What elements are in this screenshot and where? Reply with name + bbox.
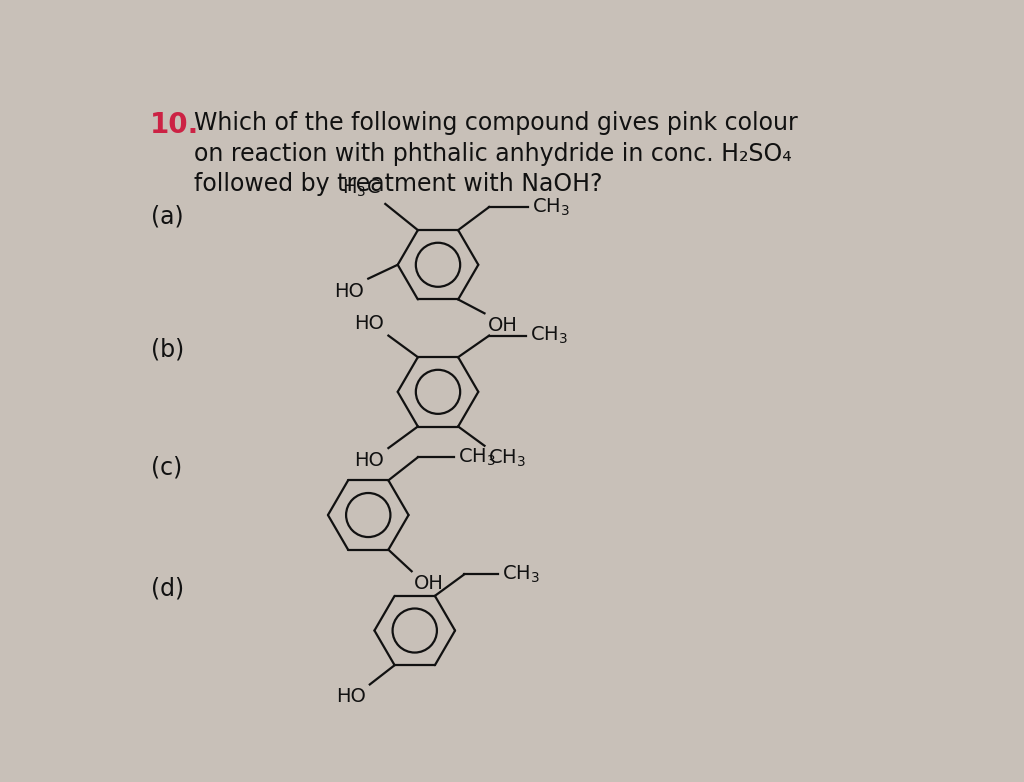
Text: CH$_3$: CH$_3$	[487, 448, 525, 469]
Text: followed by treatment with NaOH?: followed by treatment with NaOH?	[194, 172, 602, 196]
Text: OH: OH	[487, 317, 517, 335]
Text: HO: HO	[354, 451, 384, 470]
Text: Which of the following compound gives pink colour: Which of the following compound gives pi…	[194, 111, 798, 135]
Text: HO: HO	[334, 282, 364, 301]
Text: on reaction with phthalic anhydride in conc. H₂SO₄: on reaction with phthalic anhydride in c…	[194, 142, 792, 166]
Text: HO: HO	[336, 687, 366, 706]
Text: CH$_3$: CH$_3$	[531, 196, 569, 217]
Text: 10.: 10.	[150, 111, 199, 138]
Text: HO: HO	[354, 314, 384, 332]
Text: (d): (d)	[152, 576, 184, 601]
Text: (c): (c)	[152, 456, 182, 479]
Text: CH$_3$: CH$_3$	[458, 447, 497, 468]
Text: CH$_3$: CH$_3$	[530, 325, 568, 346]
Text: OH: OH	[414, 574, 443, 594]
Text: (b): (b)	[152, 338, 184, 362]
Text: H$_3$C: H$_3$C	[342, 178, 381, 199]
Text: (a): (a)	[152, 205, 184, 228]
Text: CH$_3$: CH$_3$	[503, 564, 541, 585]
